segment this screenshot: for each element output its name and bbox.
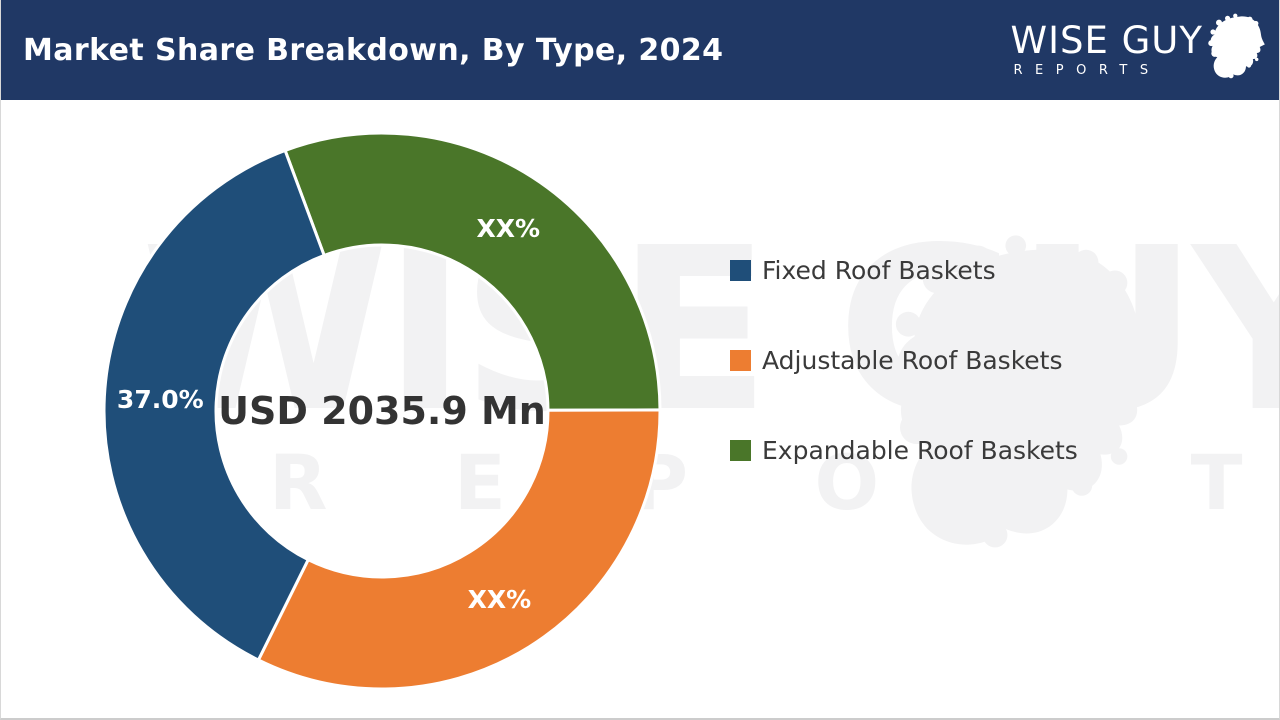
legend-item-expandable-roof-baskets: Expandable Roof Baskets bbox=[730, 436, 1078, 465]
wise-guy-face-icon bbox=[1208, 13, 1265, 79]
logo-tagline: REPORTS bbox=[1013, 63, 1161, 78]
donut-slice-fixed-roof-baskets bbox=[102, 148, 326, 662]
donut-chart: XX% XX% 37.0% bbox=[102, 131, 662, 691]
page-title: Market Share Breakdown, By Type, 2024 bbox=[23, 32, 724, 68]
legend: Fixed Roof Baskets Adjustable Roof Baske… bbox=[730, 256, 1078, 465]
chart-area: WISE GUY R E P O R T S XX%XX%37.0% USD 2… bbox=[1, 100, 1279, 718]
slice-label-fixed-roof-baskets: 37.0% bbox=[117, 385, 204, 414]
legend-item-fixed-roof-baskets: Fixed Roof Baskets bbox=[730, 256, 1078, 285]
legend-label: Adjustable Roof Baskets bbox=[762, 346, 1063, 375]
legend-swatch-adjustable bbox=[730, 350, 751, 371]
header: Market Share Breakdown, By Type, 2024 WI… bbox=[1, 0, 1279, 100]
slice-label-expandable-roof-baskets: XX% bbox=[476, 214, 540, 243]
legend-label: Expandable Roof Baskets bbox=[762, 436, 1078, 465]
wise-guy-logo: WISE GUY REPORTS bbox=[1011, 9, 1267, 91]
donut-slice-expandable-roof-baskets bbox=[283, 131, 662, 412]
legend-swatch-fixed bbox=[730, 260, 751, 281]
logo-name: WISE GUY bbox=[1010, 19, 1203, 62]
legend-item-adjustable-roof-baskets: Adjustable Roof Baskets bbox=[730, 346, 1078, 375]
slice-label-adjustable-roof-baskets: XX% bbox=[468, 585, 532, 614]
logo-text: WISE GUY REPORTS bbox=[1011, 22, 1203, 78]
legend-swatch-expandable bbox=[730, 440, 751, 461]
legend-label: Fixed Roof Baskets bbox=[762, 256, 996, 285]
donut-slice-adjustable-roof-baskets bbox=[256, 408, 662, 691]
chart-center-value: USD 2035.9 Mn bbox=[218, 389, 546, 433]
